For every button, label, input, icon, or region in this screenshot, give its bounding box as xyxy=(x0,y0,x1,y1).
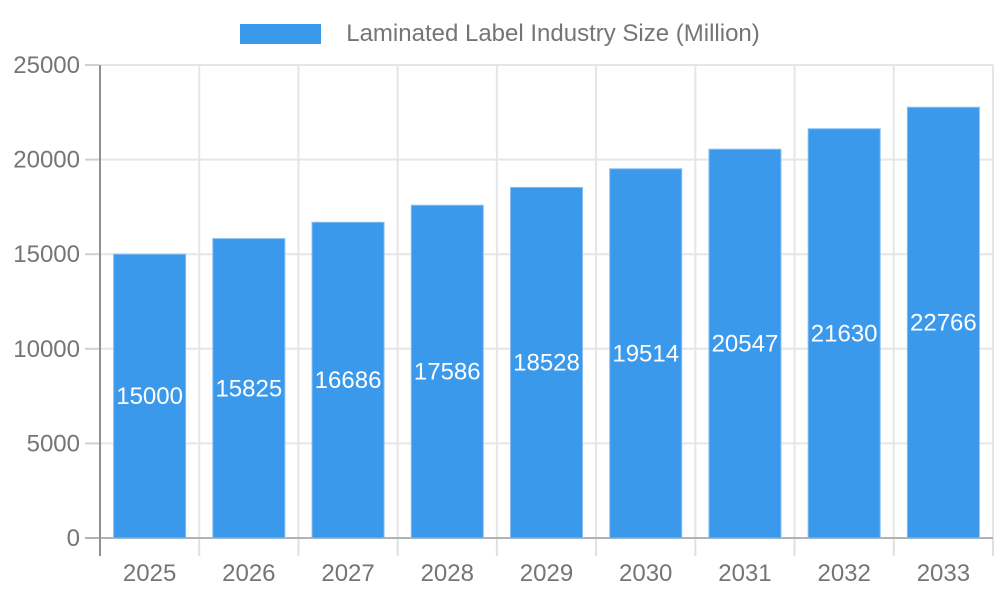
x-axis-label: 2033 xyxy=(917,560,970,587)
y-axis-label: 5000 xyxy=(27,430,80,457)
x-axis-label: 2028 xyxy=(421,560,474,587)
bar-value-label: 19514 xyxy=(612,340,679,367)
bar-value-label: 22766 xyxy=(910,310,977,337)
legend-label: Laminated Label Industry Size (Million) xyxy=(346,20,760,47)
bar-value-label: 15000 xyxy=(116,383,183,410)
bar-value-label: 15825 xyxy=(215,375,282,402)
bar-value-label: 16686 xyxy=(315,367,382,394)
x-axis-label: 2029 xyxy=(520,560,573,587)
bar-2025[interactable] xyxy=(113,253,187,539)
y-axis-label: 15000 xyxy=(13,241,80,268)
x-axis-label: 2030 xyxy=(619,560,672,587)
bar-2029[interactable] xyxy=(510,186,583,539)
bar-2032[interactable] xyxy=(807,128,881,539)
x-axis-label: 2032 xyxy=(817,560,870,587)
bar-value-label: 17586 xyxy=(414,359,481,386)
bar-value-label: 21630 xyxy=(811,320,878,347)
bar-2027[interactable] xyxy=(311,221,385,539)
x-axis-label: 2027 xyxy=(321,560,374,587)
bar-value-label: 18528 xyxy=(513,350,580,377)
bar-2033[interactable] xyxy=(906,106,980,539)
x-axis-label: 2026 xyxy=(222,560,275,587)
bar-value-label: 20547 xyxy=(712,331,779,358)
bar-2026[interactable] xyxy=(212,238,286,539)
bar-2028[interactable] xyxy=(410,204,484,539)
x-axis-label: 2025 xyxy=(123,560,176,587)
bar-2030[interactable] xyxy=(609,168,683,539)
y-axis-label: 10000 xyxy=(13,336,80,363)
x-axis-label: 2031 xyxy=(718,560,771,587)
y-axis-label: 20000 xyxy=(13,147,80,174)
y-axis-label: 0 xyxy=(67,525,80,552)
y-axis-label: 25000 xyxy=(13,52,80,79)
bar-2031[interactable] xyxy=(708,148,782,539)
legend-swatch xyxy=(240,24,322,44)
legend: Laminated Label Industry Size (Million) xyxy=(0,20,1000,48)
